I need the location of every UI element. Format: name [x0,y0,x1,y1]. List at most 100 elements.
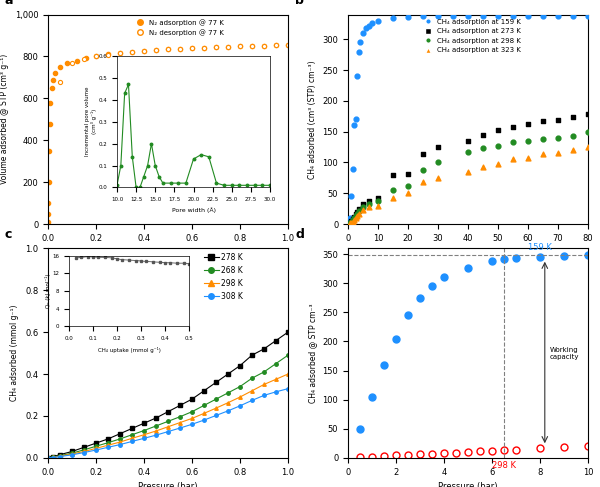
Point [538,135,548,143]
Text: b: b [295,0,304,7]
Point [583,111,593,118]
Point [348,218,358,225]
Point [493,160,503,168]
Point [463,148,473,156]
Point [478,164,488,171]
X-axis label: Pressure (bar): Pressure (bar) [438,482,498,487]
Point [350,115,360,123]
Text: 159 K: 159 K [528,243,552,251]
Point [508,13,518,20]
Point [352,208,362,216]
Point [349,216,359,224]
Point [348,216,358,224]
Text: 298 K: 298 K [492,461,516,470]
Point [493,13,503,20]
Point [354,207,364,215]
Point [373,17,383,25]
Point [403,189,413,197]
Point [344,220,354,227]
Point [352,209,362,217]
Point [344,214,354,222]
Y-axis label: CH₄ adsorbed (cm³ (STP) cm⁻³): CH₄ adsorbed (cm³ (STP) cm⁻³) [308,60,317,179]
Point [350,210,360,218]
X-axis label: Relative pressure (P/P₀): Relative pressure (P/P₀) [118,248,218,257]
Point [508,138,518,146]
Point [463,137,473,145]
Point [373,202,383,209]
Point [364,201,374,208]
Point [538,150,548,158]
Point [553,150,563,157]
Point [418,166,428,174]
Text: a: a [5,0,13,7]
Legend: 278 K, 268 K, 298 K, 308 K: 278 K, 268 K, 298 K, 308 K [200,250,246,304]
Point [448,13,458,20]
Point [523,137,533,145]
Point [348,215,358,223]
Point [344,220,354,227]
Point [568,113,578,121]
Point [367,19,377,26]
Point [354,205,364,212]
Point [358,200,368,207]
Point [553,116,563,124]
Point [358,204,368,211]
Point [418,13,428,20]
Legend: CH₄ adsorption at 159 K, CH₄ adsorption at 273 K, CH₄ adsorption at 298 K, CH₄ a: CH₄ adsorption at 159 K, CH₄ adsorption … [419,16,524,56]
X-axis label: Pressure (bar): Pressure (bar) [438,248,498,257]
Point [388,171,398,179]
Point [346,217,356,225]
Y-axis label: CH₄ adsorbed (mmol g⁻¹): CH₄ adsorbed (mmol g⁻¹) [10,305,19,401]
Point [508,155,518,163]
Point [523,120,533,128]
Legend: N₂ adsorption @ 77 K, N₂ desorption @ 77 K: N₂ adsorption @ 77 K, N₂ desorption @ 77… [131,16,227,38]
Point [373,194,383,202]
Point [350,214,360,222]
Point [364,204,374,211]
Point [388,14,398,21]
Point [346,192,356,200]
Point [349,213,359,221]
Point [354,209,364,217]
Point [568,146,578,154]
Point [358,29,368,37]
Y-axis label: CH₄ adsorbed @ STP cm⁻³: CH₄ adsorbed @ STP cm⁻³ [308,303,317,403]
Point [523,13,533,20]
Point [358,206,368,214]
Point [354,48,364,56]
Point [388,194,398,202]
Point [478,13,488,20]
Point [373,197,383,205]
Point [403,169,413,177]
X-axis label: Pore width (Å): Pore width (Å) [172,208,215,213]
Point [355,38,365,46]
Point [433,13,443,20]
Point [418,150,428,158]
Point [344,219,354,226]
X-axis label: CH₄ uptake (mmol g⁻¹): CH₄ uptake (mmol g⁻¹) [98,347,160,353]
Point [349,122,359,130]
X-axis label: Pressure (bar): Pressure (bar) [138,482,198,487]
Y-axis label: Qₙ (kJ mol⁻¹): Qₙ (kJ mol⁻¹) [45,274,51,308]
Point [538,13,548,20]
Point [433,159,443,167]
Point [583,143,593,151]
Point [418,178,428,186]
Point [388,186,398,194]
Point [493,142,503,150]
Point [553,134,563,142]
Point [349,214,359,222]
Point [348,165,358,172]
Point [346,218,356,226]
Point [568,13,578,20]
Y-axis label: Incremental pore volume
(cm³ g⁻¹): Incremental pore volume (cm³ g⁻¹) [85,87,97,156]
Point [568,132,578,140]
Text: Working
capacity: Working capacity [550,347,579,359]
Point [352,212,362,220]
Point [463,13,473,20]
Point [538,117,548,125]
Text: d: d [295,228,304,241]
Point [478,131,488,139]
Point [478,144,488,152]
Point [508,123,518,131]
